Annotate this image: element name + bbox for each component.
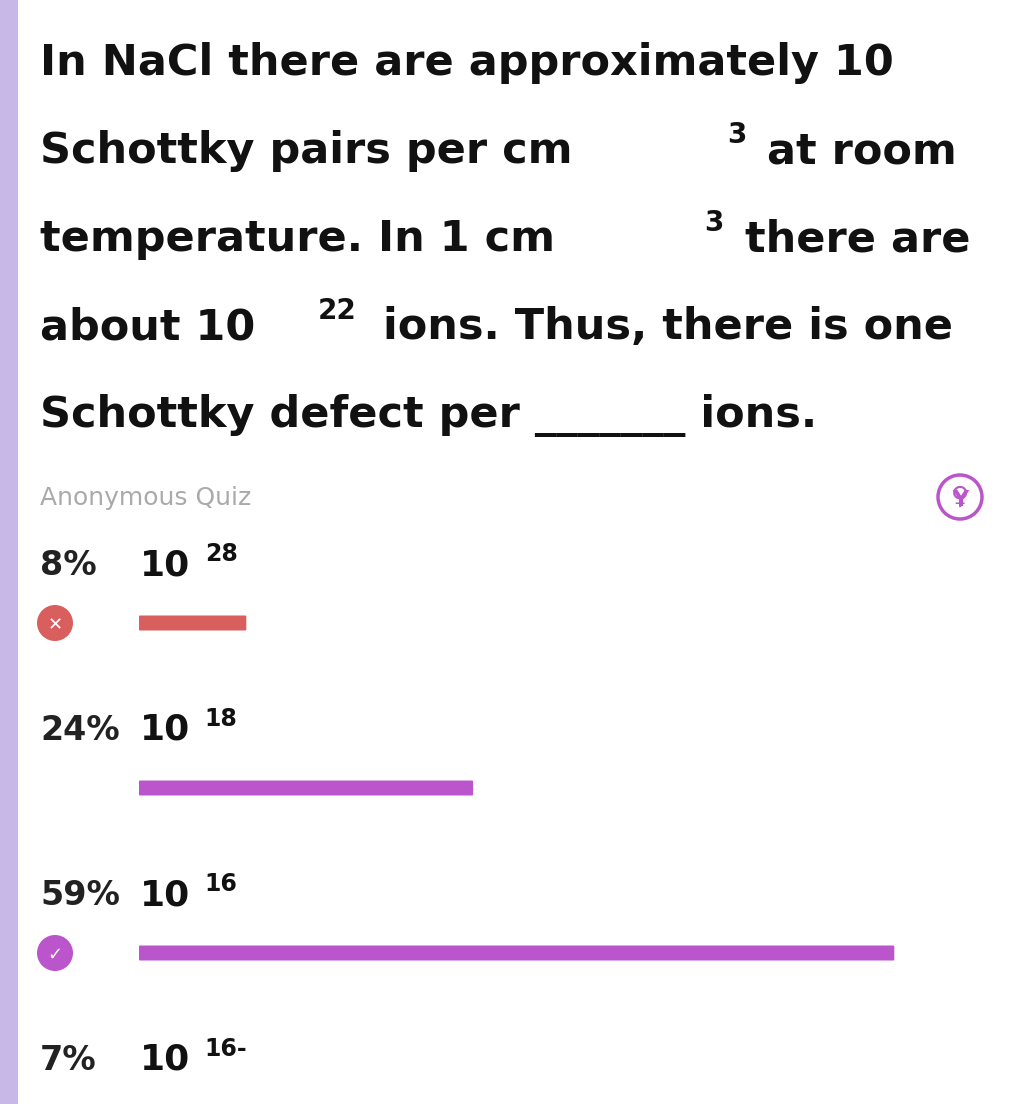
Text: Schottky defect per _______ ions.: Schottky defect per _______ ions. (40, 394, 817, 437)
Text: at room: at room (752, 130, 956, 172)
Text: 10: 10 (140, 548, 190, 582)
Text: ♀: ♀ (951, 485, 969, 509)
FancyBboxPatch shape (139, 616, 247, 630)
Text: about 10: about 10 (40, 306, 255, 348)
FancyBboxPatch shape (139, 781, 473, 796)
Text: 16: 16 (205, 872, 238, 896)
Text: In NaCl there are approximately 10: In NaCl there are approximately 10 (40, 42, 894, 84)
Text: 10: 10 (140, 713, 190, 747)
Circle shape (37, 605, 73, 641)
Text: Anonymous Quiz: Anonymous Quiz (40, 486, 251, 510)
Text: 10: 10 (140, 878, 190, 912)
Circle shape (37, 935, 73, 972)
Text: 18: 18 (205, 707, 238, 731)
Text: 3: 3 (727, 121, 746, 149)
Text: 28: 28 (205, 542, 238, 566)
Text: 24%: 24% (40, 714, 120, 747)
Text: Schottky pairs per cm: Schottky pairs per cm (40, 130, 572, 172)
Text: 7%: 7% (40, 1044, 96, 1078)
FancyBboxPatch shape (139, 945, 894, 960)
Text: ✕: ✕ (47, 616, 62, 634)
Text: temperature. In 1 cm: temperature. In 1 cm (40, 217, 555, 261)
Text: 3: 3 (705, 209, 724, 237)
Text: 8%: 8% (40, 549, 96, 582)
Text: 16-: 16- (205, 1037, 248, 1061)
Text: ✓: ✓ (47, 946, 62, 964)
Text: Y: Y (952, 490, 968, 510)
Text: there are: there are (729, 217, 970, 261)
Text: ions. Thus, there is one: ions. Thus, there is one (368, 306, 952, 348)
Text: 10: 10 (140, 1043, 190, 1078)
Text: 22: 22 (317, 297, 356, 325)
Bar (0, 0, 18, 1104)
Text: 59%: 59% (40, 879, 120, 912)
